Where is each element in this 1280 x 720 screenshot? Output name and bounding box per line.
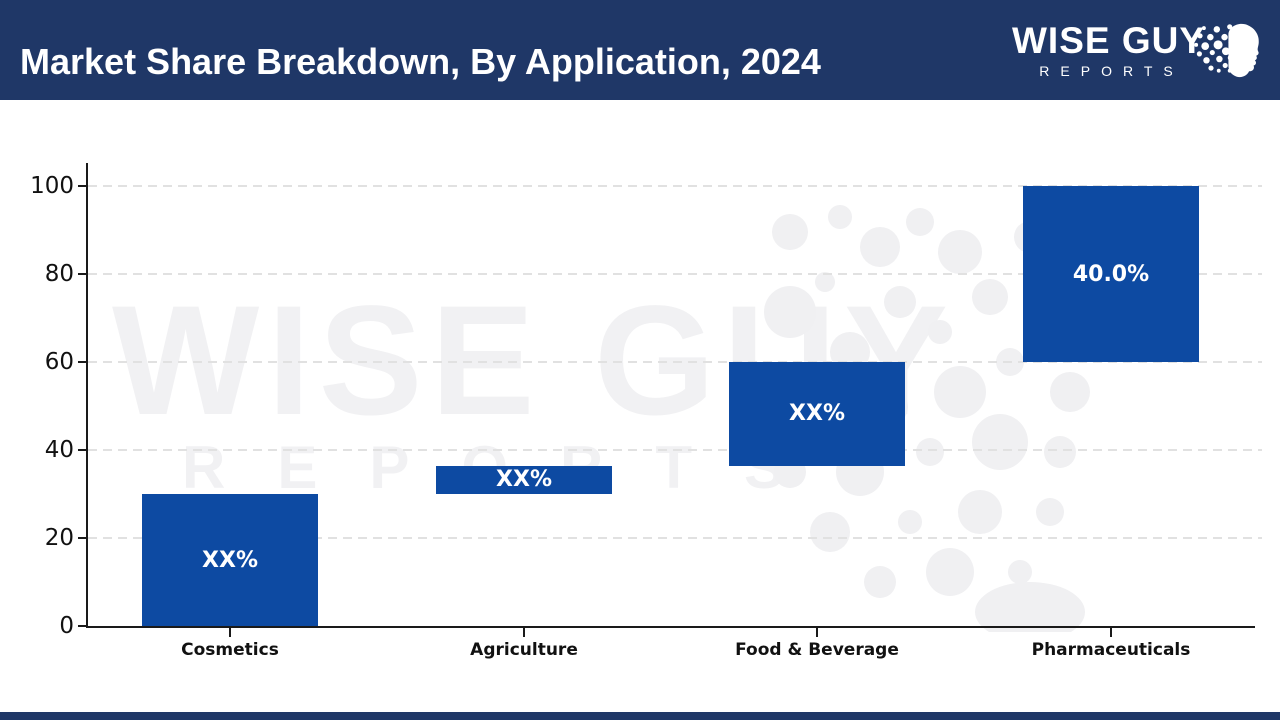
x-tick — [229, 628, 231, 637]
brand-logo: WISE GUY REPORTS — [1012, 8, 1262, 92]
y-tick-label: 60 — [44, 349, 74, 375]
y-tick — [78, 185, 88, 187]
brand-face-icon — [1194, 23, 1259, 78]
grid-line — [88, 185, 1262, 187]
grid-line — [88, 273, 1262, 275]
x-tick — [523, 628, 525, 637]
bar-pharmaceuticals: 40.0% — [1023, 186, 1199, 362]
brand-wordmark-block: WISE GUY REPORTS — [1012, 22, 1205, 79]
y-tick-label: 40 — [44, 437, 74, 463]
y-tick — [78, 537, 88, 539]
bar-agriculture: XX% — [436, 465, 612, 494]
x-axis-spine — [86, 626, 1255, 628]
y-tick — [78, 361, 88, 363]
y-axis-spine — [86, 163, 88, 628]
y-tick-label: 100 — [30, 173, 74, 199]
watermark-dots-face — [764, 205, 1090, 632]
footer-band — [0, 712, 1280, 720]
x-tick — [816, 628, 818, 637]
x-axis-label: Pharmaceuticals — [1031, 640, 1191, 660]
header-band: Market Share Breakdown, By Application, … — [0, 0, 1280, 100]
brand-reports-label: REPORTS — [1039, 62, 1184, 79]
bar-value-label: XX% — [789, 401, 845, 427]
grid-line — [88, 449, 1262, 451]
bar-value-label: 40.0% — [1072, 261, 1150, 287]
y-tick-label: 80 — [44, 261, 74, 287]
bar-value-label: XX% — [202, 547, 258, 573]
page-title: Market Share Breakdown, By Application, … — [20, 41, 821, 82]
y-tick-label: 0 — [59, 613, 74, 639]
plot-area: 0 20 40 60 80 100 XX% Cosmetics XX% Agriculture XX… — [0, 100, 1280, 712]
x-tick — [1110, 628, 1112, 637]
x-axis-label: Cosmetics — [181, 640, 279, 660]
brand-wordmark: WISE GUY — [1012, 19, 1206, 61]
grid-line — [88, 361, 1262, 363]
grid-line — [88, 537, 1262, 539]
bar-cosmetics: XX% — [142, 494, 318, 626]
y-tick — [78, 449, 88, 451]
x-axis-label: Agriculture — [470, 640, 578, 660]
y-tick-label: 20 — [44, 525, 74, 551]
bar-value-label: XX% — [496, 467, 552, 493]
y-tick — [78, 625, 88, 627]
y-tick — [78, 273, 88, 275]
x-axis-label: Food & Beverage — [735, 640, 899, 660]
bar-food-beverage: XX% — [729, 362, 905, 466]
